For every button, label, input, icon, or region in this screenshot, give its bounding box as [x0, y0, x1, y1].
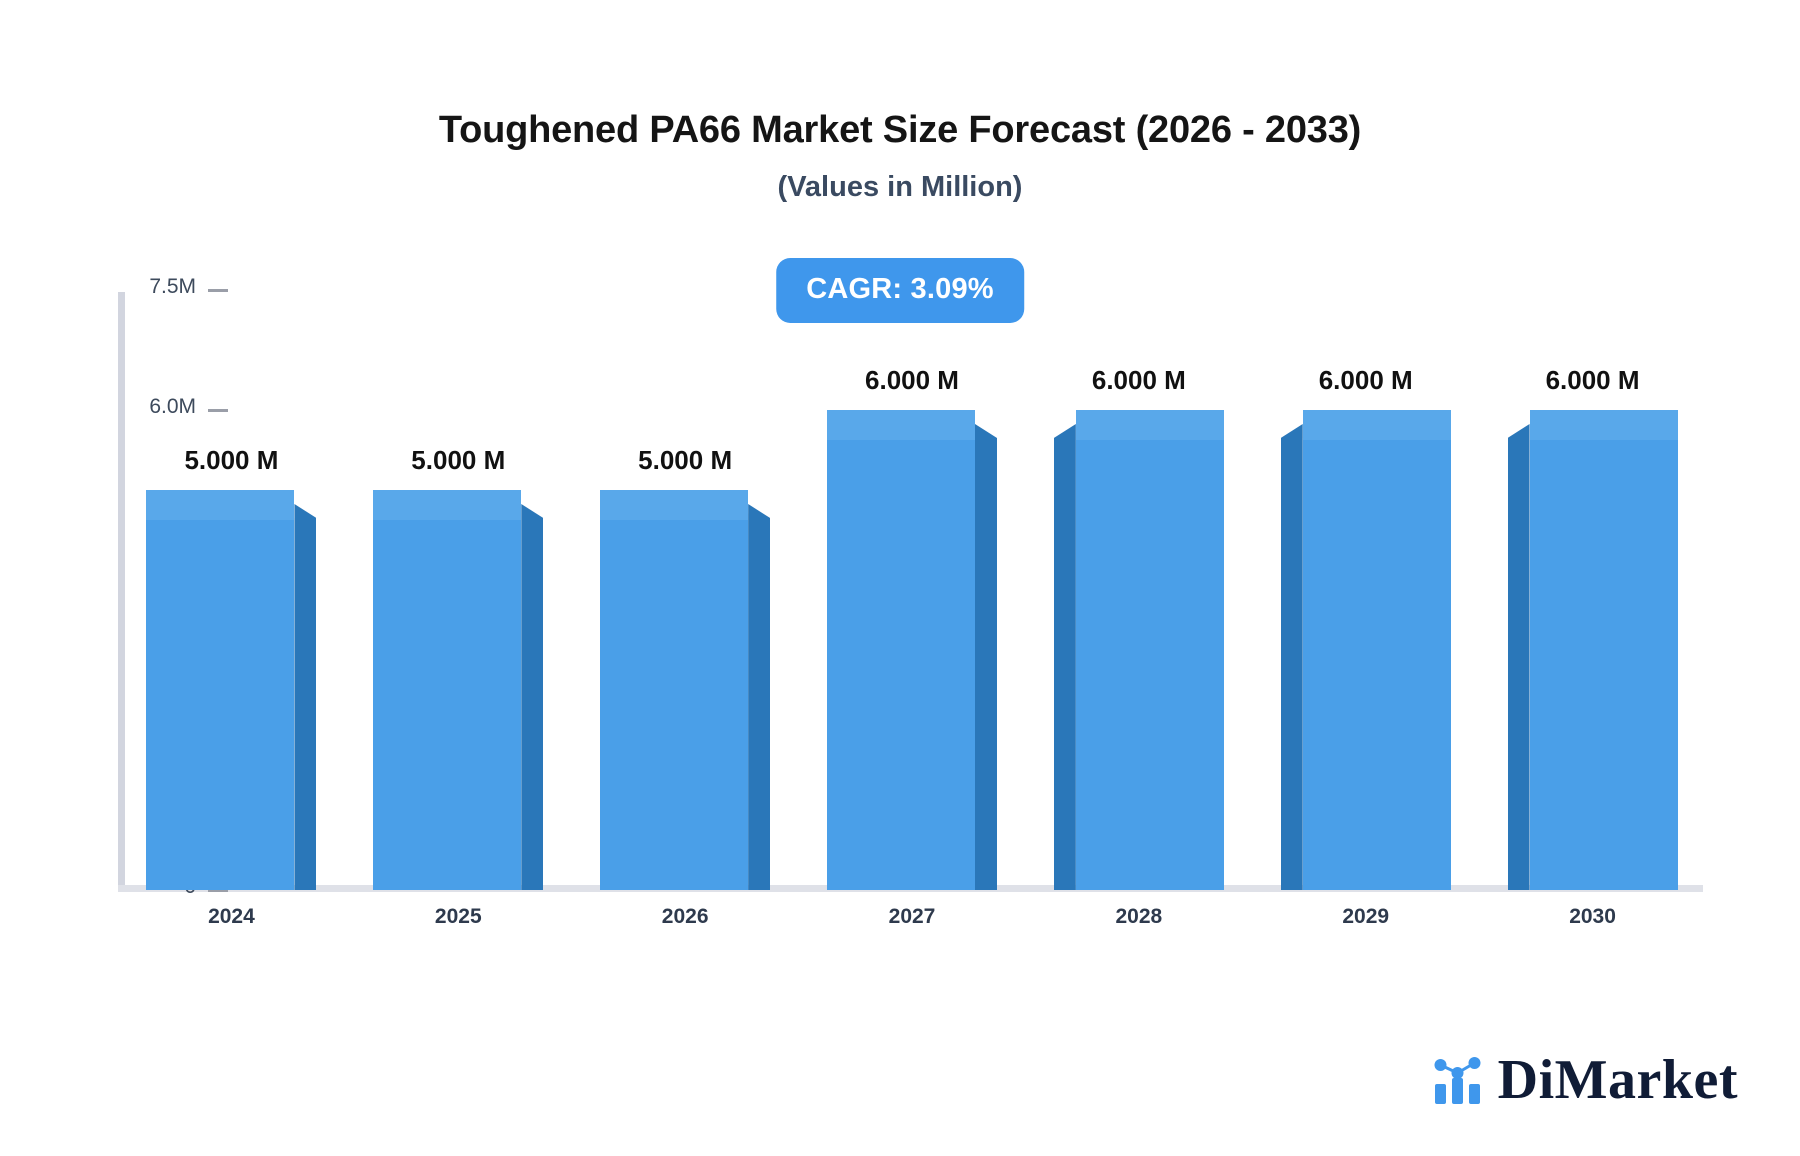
bar[interactable]: 5.000 M — [600, 445, 771, 890]
bar-body — [1507, 410, 1678, 890]
bar-body — [827, 410, 997, 890]
bar[interactable]: 6.000 M — [827, 365, 997, 890]
bar-value-label: 5.000 M — [184, 445, 279, 475]
bar-body — [1053, 410, 1224, 890]
bar-front-face — [373, 490, 522, 890]
bar-body — [1280, 410, 1451, 890]
bar-side-face — [1053, 424, 1076, 890]
y-axis-tick-mark — [208, 889, 228, 892]
x-axis-label: 2029 — [1342, 905, 1390, 928]
x-axis-label: 2025 — [434, 905, 482, 928]
bar-body — [146, 490, 317, 890]
bar-value-label: 6.000 M — [1318, 365, 1413, 395]
chart-subtitle: (Values in Million) — [777, 171, 1023, 203]
brand-logo: DiMarket — [1432, 1052, 1738, 1108]
bar-front-face — [146, 490, 295, 890]
plot-area: 01.5M3.0M4.5M6.0M7.5M 5.000 M5.000 M5.00… — [118, 275, 1706, 898]
bar-side-face — [1280, 424, 1303, 890]
y-axis-tick-mark — [208, 409, 228, 412]
bar-value-label: 6.000 M — [1545, 365, 1640, 395]
bar[interactable]: 6.000 M — [1280, 365, 1451, 890]
bar-side-face — [294, 504, 317, 890]
bar-front-face — [1075, 410, 1224, 890]
bar-side-face — [748, 504, 771, 890]
bar-body — [373, 490, 544, 890]
bar-chart-logo-icon — [1434, 1057, 1481, 1104]
bar-front-face — [1302, 410, 1451, 890]
y-axis-tick-mark — [208, 289, 228, 292]
bar-front-face — [600, 490, 749, 890]
bar-side-face — [975, 424, 997, 890]
bar-value-label: 5.000 M — [411, 445, 506, 475]
y-axis-tick-label: 7.5M — [149, 275, 196, 298]
page-title: Toughened PA66 Market Size Forecast (202… — [438, 109, 1362, 151]
x-axis-label: 2026 — [661, 905, 709, 928]
bar-body — [600, 490, 771, 890]
bar[interactable]: 6.000 M — [1507, 365, 1678, 890]
brand-name: DiMarket — [1497, 1049, 1738, 1111]
x-axis-label: 2028 — [1115, 905, 1163, 928]
bar-value-label: 5.000 M — [638, 445, 733, 475]
cagr-badge: CAGR: 3.09% — [776, 258, 1024, 323]
x-axis-label: 2024 — [208, 905, 255, 928]
bar-front-face — [1529, 410, 1678, 890]
bar-front-face — [827, 410, 975, 890]
bar-value-label: 6.000 M — [1091, 365, 1186, 395]
bar[interactable]: 6.000 M — [1053, 365, 1224, 890]
y-axis-tick-label: 6.0M — [149, 395, 196, 418]
bar-side-face — [521, 504, 544, 890]
bar-value-label: 6.000 M — [865, 365, 959, 395]
bar[interactable]: 5.000 M — [146, 445, 317, 890]
bar[interactable]: 5.000 M — [373, 445, 544, 890]
bar-side-face — [1507, 424, 1530, 890]
x-axis-label: 2027 — [888, 905, 936, 928]
x-axis-label: 2030 — [1569, 905, 1616, 928]
y-axis-line — [118, 292, 125, 890]
